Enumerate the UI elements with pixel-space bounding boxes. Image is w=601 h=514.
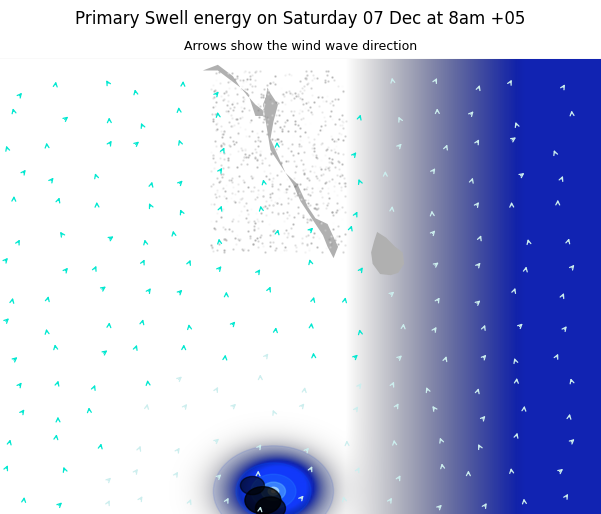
Circle shape — [268, 487, 279, 495]
Polygon shape — [203, 65, 338, 258]
Circle shape — [240, 476, 264, 494]
Circle shape — [272, 490, 275, 492]
Circle shape — [251, 474, 296, 508]
Text: Primary Swell energy on Saturday 07 Dec at 8am +05: Primary Swell energy on Saturday 07 Dec … — [75, 10, 526, 28]
Polygon shape — [371, 232, 404, 275]
Circle shape — [236, 463, 311, 514]
Circle shape — [245, 487, 281, 514]
Text: Arrows show the wind wave direction: Arrows show the wind wave direction — [184, 40, 417, 52]
Circle shape — [213, 446, 334, 514]
Circle shape — [261, 482, 285, 500]
Circle shape — [255, 497, 285, 514]
